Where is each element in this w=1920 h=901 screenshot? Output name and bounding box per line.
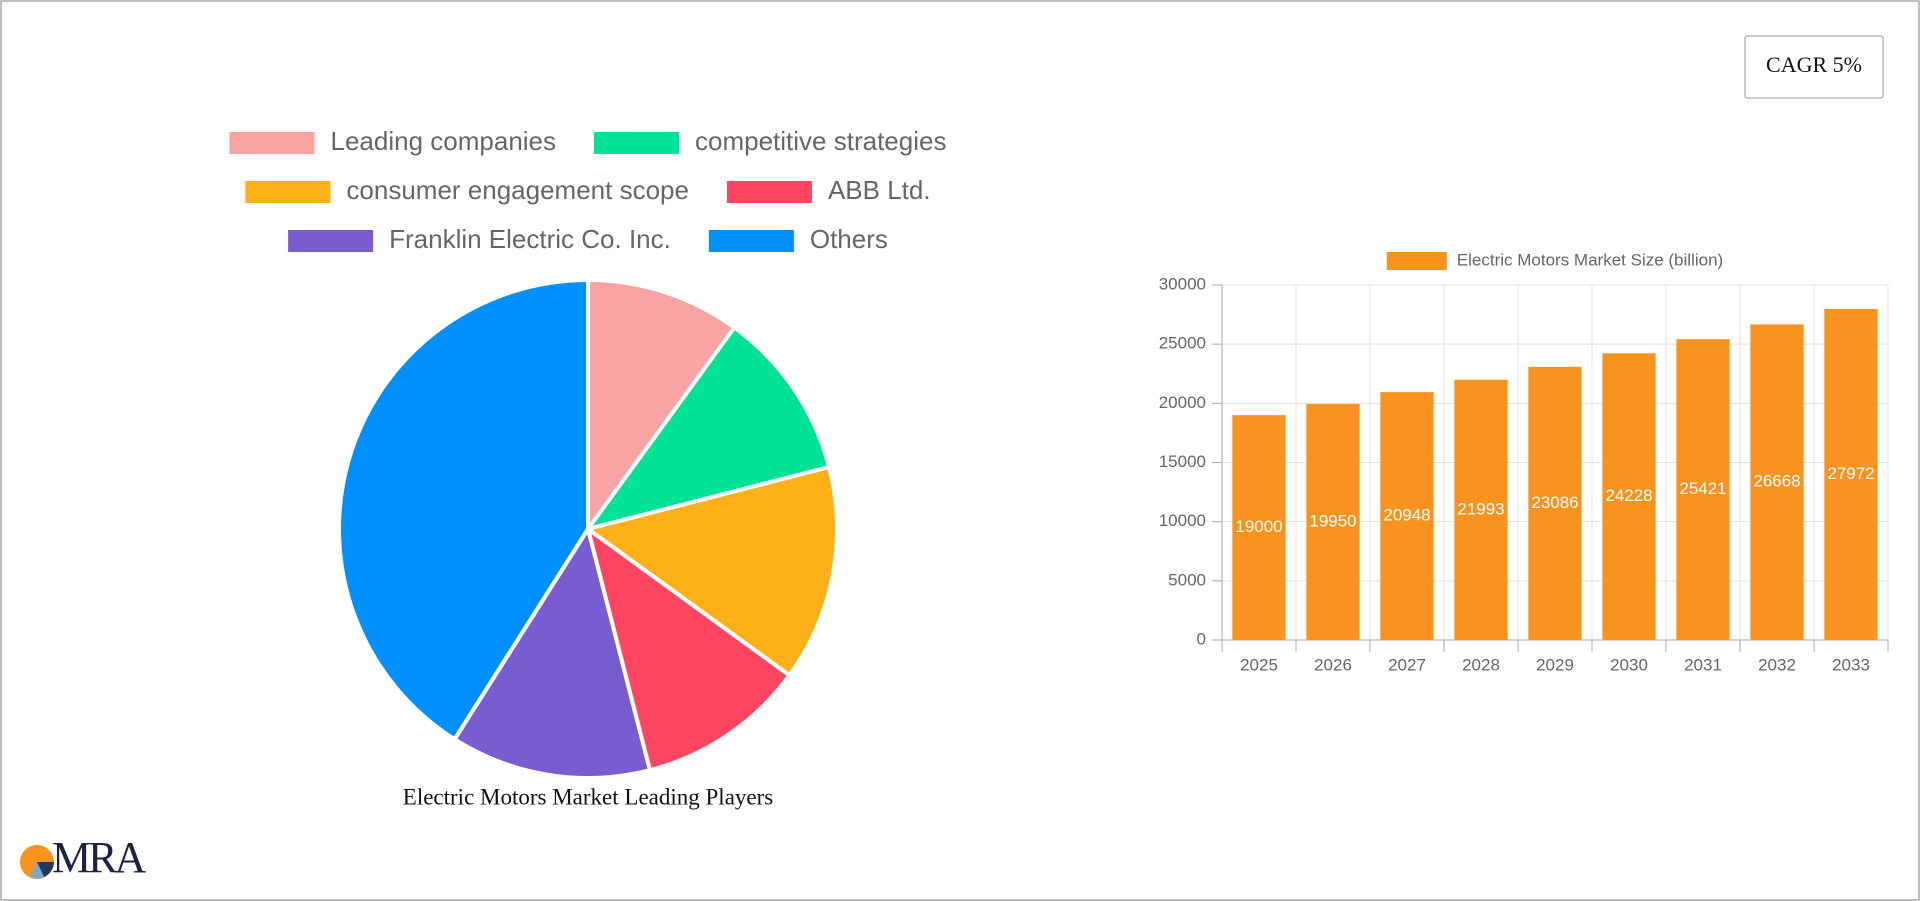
x-tick-label: 2030 (1610, 655, 1648, 674)
x-tick-label: 2033 (1832, 655, 1870, 674)
data-label: 19950 (1309, 511, 1356, 530)
x-tick-label: 2026 (1314, 655, 1352, 674)
pie-slice (586, 277, 738, 536)
data-label: 19000 (1235, 517, 1282, 536)
data-label: 21993 (1457, 499, 1504, 518)
y-tick-label: 10000 (1159, 511, 1206, 530)
x-tick-label: 2032 (1758, 655, 1796, 674)
data-label: 23086 (1531, 493, 1578, 512)
bar (1232, 415, 1286, 640)
bar (1380, 392, 1434, 640)
bar (1306, 403, 1360, 640)
legend-label: Franklin Electric Co. Inc. (389, 224, 671, 254)
legend-swatch (288, 230, 374, 252)
data-label: 27972 (1827, 464, 1874, 483)
x-tick-label: 2028 (1462, 655, 1500, 674)
cagr-badge: CAGR 5% (1766, 52, 1862, 77)
x-tick-label: 2031 (1684, 655, 1722, 674)
cagr-box (1744, 35, 1884, 99)
y-tick-label: 30000 (1159, 274, 1206, 293)
logo-icon-part (30, 862, 44, 879)
legend-label: Leading companies (331, 126, 557, 156)
pie-slice (584, 524, 793, 773)
chart-title: Electric Motors Market Leading Players (403, 784, 773, 809)
data-label: 25421 (1679, 479, 1726, 498)
y-tick-label: 20000 (1159, 393, 1206, 412)
x-tick-label: 2027 (1388, 655, 1426, 674)
pie-slice (583, 324, 832, 533)
pie-slice (337, 277, 590, 743)
legend-label: consumer engagement scope (346, 175, 689, 205)
legend-swatch (245, 181, 331, 203)
bar (1824, 308, 1878, 640)
legend-label: Others (810, 224, 888, 254)
legend-swatch (726, 181, 812, 203)
legend-swatch (229, 132, 315, 154)
pie-slice (451, 524, 653, 780)
legend-label: ABB Ltd. (828, 175, 931, 205)
data-label: 20948 (1383, 506, 1430, 525)
y-tick-label: 5000 (1168, 570, 1206, 589)
logo-text: MRA (52, 833, 146, 882)
legend-swatch (708, 230, 794, 252)
bar (1676, 339, 1730, 640)
x-tick-label: 2029 (1536, 655, 1574, 674)
bar (1454, 379, 1508, 640)
logo: MRA (20, 833, 149, 882)
data-label: 24228 (1605, 486, 1652, 505)
y-tick-label: 0 (1197, 629, 1206, 648)
logo-icon-part (37, 862, 54, 877)
bar (1528, 366, 1582, 640)
x-tick-label: 2025 (1240, 655, 1278, 674)
y-tick-label: 15000 (1159, 452, 1206, 471)
y-tick-label: 25000 (1159, 334, 1206, 353)
bar (1750, 324, 1804, 640)
pie-slice (583, 464, 839, 679)
legend-swatch (1386, 252, 1447, 270)
legend-label: competitive strategies (695, 126, 946, 156)
legend-label: Electric Motors Market Size (billion) (1457, 250, 1723, 269)
legend-swatch (594, 132, 680, 154)
bar (1602, 353, 1656, 640)
data-label: 26668 (1753, 472, 1800, 491)
